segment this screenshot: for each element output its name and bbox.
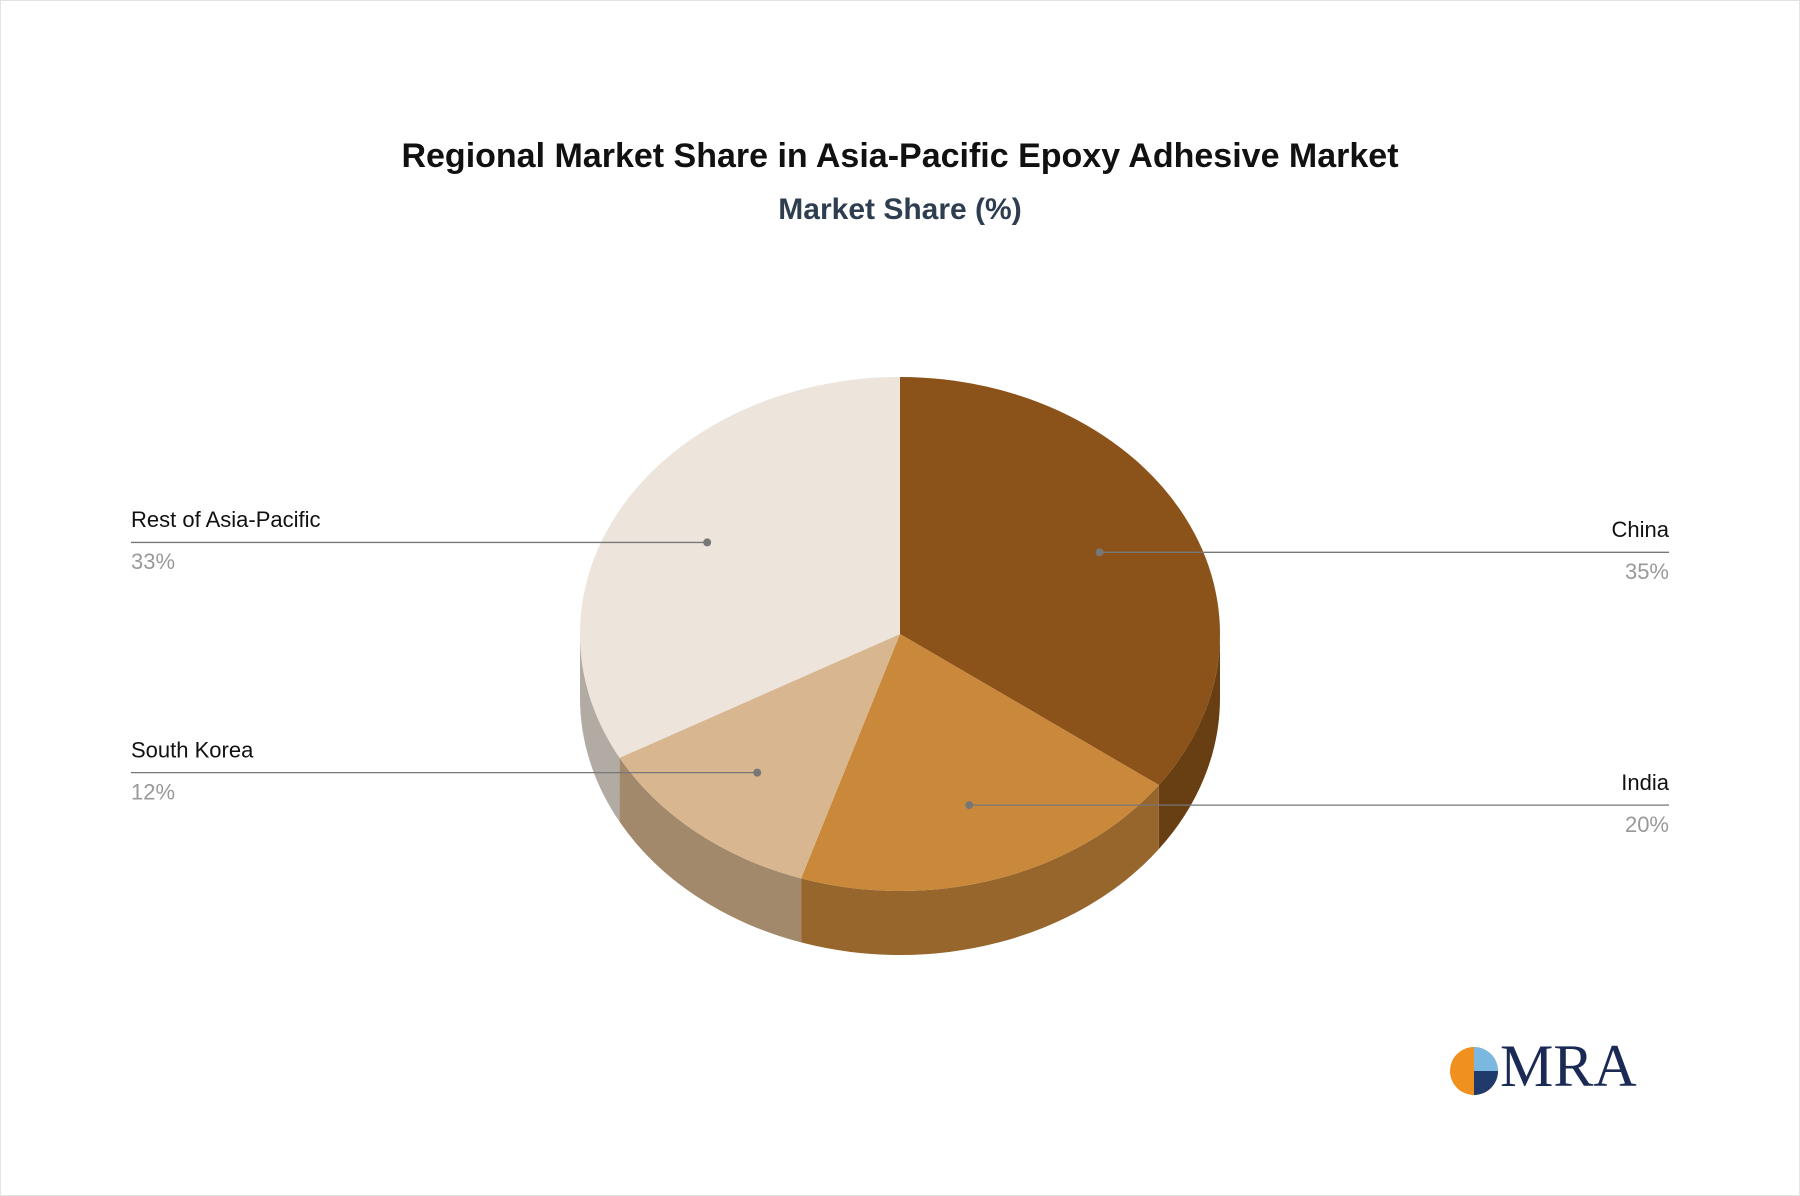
logo-icon	[1474, 1071, 1498, 1095]
slice	[580, 377, 900, 758]
slice	[900, 377, 1220, 786]
category-label: South Korea	[131, 737, 254, 762]
logo: MRA	[1450, 1033, 1637, 1099]
leader-dot	[753, 768, 762, 777]
category-label: Rest of Asia-Pacific	[131, 507, 321, 532]
leader-dot	[1095, 548, 1104, 557]
leader-dot	[965, 801, 974, 810]
logo-text: MRA	[1500, 1033, 1637, 1099]
value-label: 20%	[1625, 812, 1669, 837]
value-label: 33%	[131, 549, 175, 574]
slice-side	[580, 634, 620, 822]
slice-side	[619, 757, 802, 943]
category-label: India	[1621, 770, 1669, 795]
value-label: 12%	[131, 779, 175, 804]
slice	[619, 634, 900, 879]
leader-dot	[703, 538, 712, 547]
category-label: China	[1612, 517, 1670, 542]
chart-subtitle: Market Share (%)	[778, 193, 1021, 226]
logo-icon	[1474, 1047, 1498, 1071]
slice-side	[801, 785, 1159, 955]
slice	[801, 634, 1159, 891]
chart-title: Regional Market Share in Asia-Pacific Ep…	[401, 137, 1398, 175]
slice-side	[1158, 634, 1220, 850]
value-label: 35%	[1625, 559, 1669, 584]
